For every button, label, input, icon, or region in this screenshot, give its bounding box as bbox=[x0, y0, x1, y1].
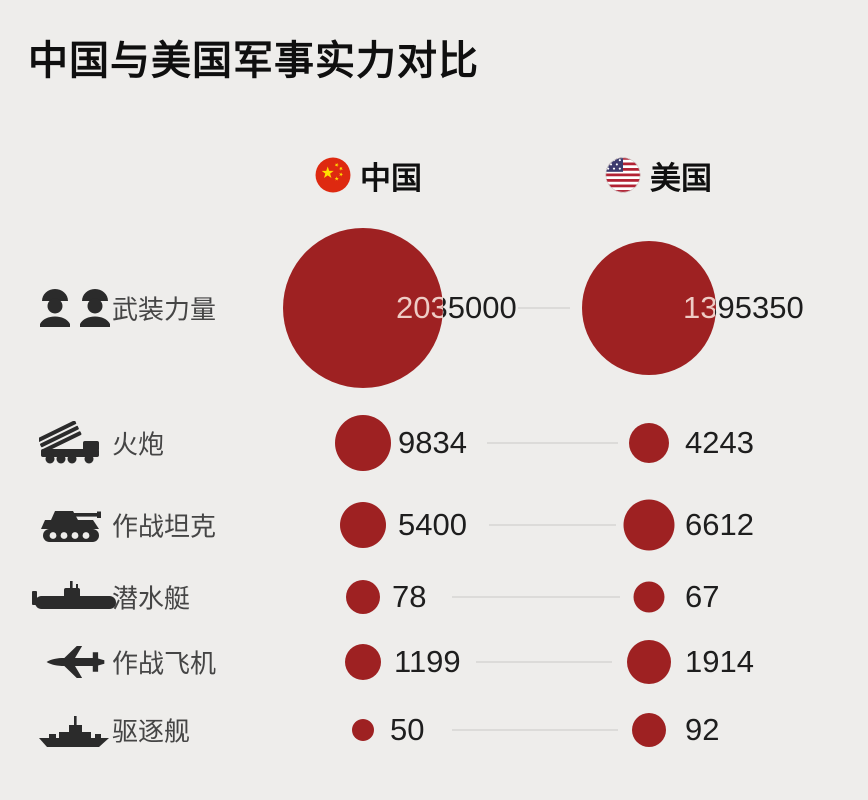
connector-line bbox=[487, 442, 618, 444]
row-label: 潜水艇 bbox=[112, 583, 191, 614]
usa-flag-icon bbox=[605, 157, 641, 193]
row-label: 作战坦克 bbox=[112, 511, 217, 542]
connector-line bbox=[518, 307, 570, 309]
row-label: 火炮 bbox=[112, 429, 165, 460]
china-value: 78 bbox=[392, 579, 427, 614]
page-title: 中国与美国军事实力对比 bbox=[28, 39, 479, 83]
usa-bubble bbox=[627, 640, 671, 684]
usa-value: 1914 bbox=[685, 644, 754, 679]
china-bubble bbox=[283, 228, 443, 388]
usa-value: 92 bbox=[685, 712, 720, 747]
column-header-china: 中国 bbox=[315, 155, 422, 196]
connector-line bbox=[452, 729, 618, 731]
china-bubble bbox=[352, 719, 374, 741]
row-label: 驱逐舰 bbox=[112, 716, 191, 747]
usa-bubble bbox=[623, 499, 675, 551]
china-flag-icon bbox=[315, 157, 351, 193]
rocket-artillery-icon bbox=[32, 421, 118, 465]
column-label-china: 中国 bbox=[360, 160, 422, 196]
usa-bubble bbox=[632, 713, 666, 747]
usa-value: 4243 bbox=[685, 425, 754, 460]
china-bubble bbox=[335, 415, 391, 471]
connector-line bbox=[452, 596, 620, 598]
usa-bubble bbox=[629, 423, 669, 463]
usa-bubble bbox=[633, 581, 665, 613]
usa-value: 6612 bbox=[685, 507, 754, 542]
usa-value: 67 bbox=[685, 579, 720, 614]
usa-value: 1395350 bbox=[683, 290, 804, 325]
row-label: 作战飞机 bbox=[112, 648, 217, 679]
china-bubble bbox=[345, 644, 381, 680]
column-header-usa: 美国 bbox=[605, 155, 712, 196]
destroyer-icon bbox=[32, 710, 118, 750]
row-label: 武装力量 bbox=[112, 294, 217, 325]
soldiers-icon bbox=[32, 288, 118, 328]
china-value: 2035000 bbox=[396, 290, 517, 325]
submarine-icon bbox=[32, 579, 118, 615]
connector-line bbox=[476, 661, 612, 663]
china-value: 1199 bbox=[394, 644, 461, 679]
china-value: 5400 bbox=[398, 507, 467, 542]
china-bubble bbox=[346, 580, 380, 614]
fighter-jet-icon bbox=[32, 640, 118, 684]
china-bubble bbox=[340, 502, 386, 548]
usa-bubble bbox=[582, 241, 716, 375]
china-value: 9834 bbox=[398, 425, 467, 460]
china-value: 50 bbox=[390, 712, 425, 747]
column-label-usa: 美国 bbox=[650, 160, 712, 196]
connector-line bbox=[489, 524, 616, 526]
tank-icon bbox=[32, 504, 118, 546]
